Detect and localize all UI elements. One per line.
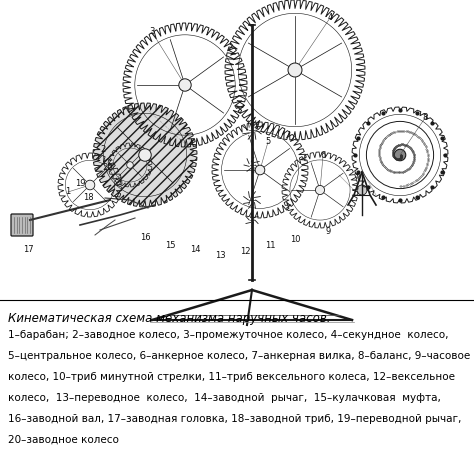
Circle shape <box>394 149 406 161</box>
Text: 1: 1 <box>65 187 71 196</box>
Text: 13: 13 <box>215 251 225 260</box>
Text: 20–заводное колесо: 20–заводное колесо <box>8 435 119 445</box>
Text: колесо,  13–переводное  колесо,  14–заводной  рычаг,  15–кулачковая  муфта,: колесо, 13–переводное колесо, 14–заводно… <box>8 393 441 403</box>
Text: 14: 14 <box>190 245 200 255</box>
Circle shape <box>315 185 325 195</box>
Text: 10: 10 <box>290 235 300 245</box>
Text: 7: 7 <box>353 174 359 182</box>
Text: 16–заводной вал, 17–заводная головка, 18–заводной триб, 19–переводной рычаг,: 16–заводной вал, 17–заводная головка, 18… <box>8 414 461 424</box>
Circle shape <box>288 63 302 77</box>
Text: 19: 19 <box>75 179 85 187</box>
Circle shape <box>85 180 95 190</box>
Polygon shape <box>93 103 197 207</box>
Text: 2: 2 <box>100 146 106 154</box>
Text: 12: 12 <box>240 247 250 256</box>
Text: Кинематическая схема механизма наручных часов.: Кинематическая схема механизма наручных … <box>8 312 330 325</box>
Circle shape <box>357 185 367 195</box>
Circle shape <box>255 165 265 175</box>
Circle shape <box>139 149 151 161</box>
Circle shape <box>179 79 191 91</box>
Text: 18: 18 <box>82 192 93 202</box>
Text: 4: 4 <box>328 13 333 22</box>
Text: 5: 5 <box>265 137 271 147</box>
FancyBboxPatch shape <box>11 214 33 236</box>
Text: 5–центральное колесо, 6–анкерное колесо, 7–анкерная вилка, 8–баланс, 9–часовое: 5–центральное колесо, 6–анкерное колесо,… <box>8 351 470 361</box>
Text: 16: 16 <box>140 234 150 242</box>
Text: 9: 9 <box>325 228 331 236</box>
Text: 8: 8 <box>422 114 428 122</box>
Text: 15: 15 <box>165 240 175 250</box>
Circle shape <box>127 162 133 168</box>
Text: 11: 11 <box>265 241 275 251</box>
Text: 6: 6 <box>320 152 326 160</box>
Text: 3: 3 <box>149 27 155 37</box>
Text: 1–барабан; 2–заводное колесо, 3–промежуточное колесо, 4–секундное  колесо,: 1–барабан; 2–заводное колесо, 3–промежут… <box>8 330 448 340</box>
Text: 17: 17 <box>23 245 33 255</box>
Text: 20: 20 <box>103 164 113 173</box>
Text: колесо, 10–триб минутной стрелки, 11–триб вексельного колеса, 12–вексельное: колесо, 10–триб минутной стрелки, 11–три… <box>8 372 455 382</box>
